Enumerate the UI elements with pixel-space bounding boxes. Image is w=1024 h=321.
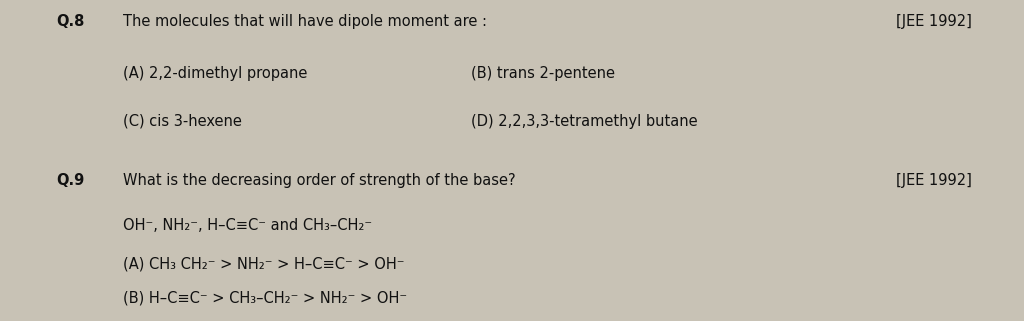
Text: (C) cis 3-hexene: (C) cis 3-hexene <box>123 114 242 129</box>
Text: Q.8: Q.8 <box>56 14 85 30</box>
Text: (D) 2,2,3,3-tetramethyl butane: (D) 2,2,3,3-tetramethyl butane <box>471 114 697 129</box>
Text: [JEE 1992]: [JEE 1992] <box>896 14 972 30</box>
Text: (A) 2,2-dimethyl propane: (A) 2,2-dimethyl propane <box>123 66 307 81</box>
Text: [JEE 1992]: [JEE 1992] <box>896 173 972 188</box>
Text: What is the decreasing order of strength of the base?: What is the decreasing order of strength… <box>123 173 515 188</box>
Text: OH⁻, NH₂⁻, H–C≡C⁻ and CH₃–CH₂⁻: OH⁻, NH₂⁻, H–C≡C⁻ and CH₃–CH₂⁻ <box>123 218 372 233</box>
Text: (B) trans 2-pentene: (B) trans 2-pentene <box>471 66 615 81</box>
Text: The molecules that will have dipole moment are :: The molecules that will have dipole mome… <box>123 14 486 30</box>
Text: (A) CH₃ CH₂⁻ > NH₂⁻ > H–C≡C⁻ > OH⁻: (A) CH₃ CH₂⁻ > NH₂⁻ > H–C≡C⁻ > OH⁻ <box>123 257 404 272</box>
Text: Q.9: Q.9 <box>56 173 85 188</box>
Text: (B) H–C≡C⁻ > CH₃–CH₂⁻ > NH₂⁻ > OH⁻: (B) H–C≡C⁻ > CH₃–CH₂⁻ > NH₂⁻ > OH⁻ <box>123 291 407 306</box>
